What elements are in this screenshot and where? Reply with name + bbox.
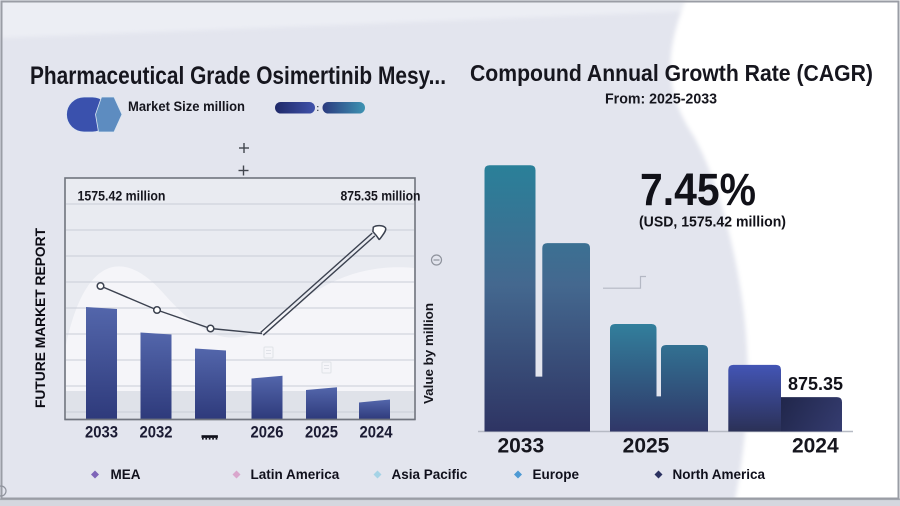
svg-text:2026: 2026 (251, 424, 284, 442)
svg-text:MEA: MEA (111, 467, 141, 482)
svg-text:875.35 million: 875.35 million (341, 189, 421, 204)
svg-text:2024: 2024 (792, 435, 839, 458)
svg-text:2025: 2025 (305, 424, 338, 442)
svg-text:2024: 2024 (360, 424, 394, 442)
svg-text:Pharmaceutical Grade Osimertin: Pharmaceutical Grade Osimertinib Mesy... (30, 62, 446, 90)
svg-text:Latin America: Latin America (251, 467, 340, 482)
svg-text:North America: North America (673, 467, 766, 482)
svg-text:(USD, 1575.42 million): (USD, 1575.42 million) (639, 214, 786, 231)
svg-text:2032: 2032 (140, 424, 173, 442)
svg-text:Compound Annual Growth Rate (C: Compound Annual Growth Rate (CAGR) (470, 60, 873, 86)
svg-text:875.35: 875.35 (788, 374, 843, 394)
svg-text:Value by million: Value by million (421, 303, 436, 404)
svg-text:Market Size million: Market Size million (128, 98, 245, 114)
svg-text:2025: 2025 (623, 435, 670, 458)
svg-text:2033: 2033 (497, 435, 544, 458)
svg-text:Asia Pacific: Asia Pacific (392, 467, 468, 482)
svg-text:Europe: Europe (533, 467, 580, 482)
svg-text::: : (316, 103, 319, 113)
svg-text:FUTURE MARKET REPORT: FUTURE MARKET REPORT (33, 227, 48, 408)
svg-text:From: 2025-2033: From: 2025-2033 (605, 92, 717, 108)
svg-text:1575.42 million: 1575.42 million (78, 189, 166, 204)
svg-text:7.45%: 7.45% (640, 164, 756, 215)
svg-text:2033: 2033 (85, 424, 118, 442)
